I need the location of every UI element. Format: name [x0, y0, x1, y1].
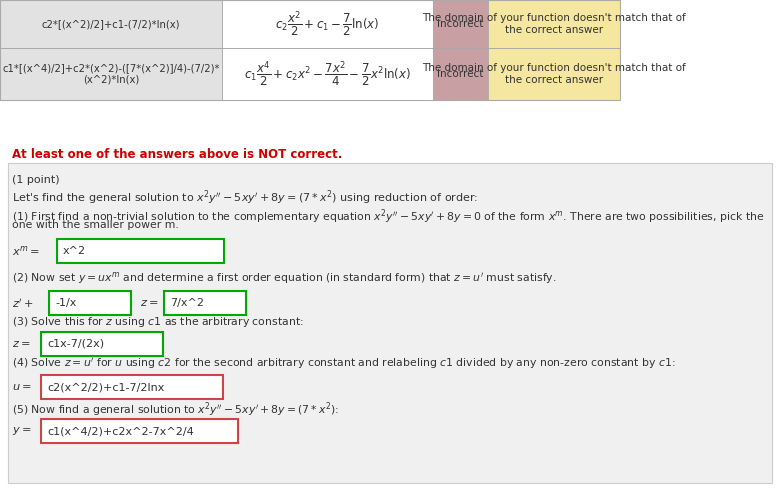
Bar [433, 48, 488, 100]
Text: At least one of the answers above is NOT correct.: At least one of the answers above is NOT… [12, 148, 342, 161]
Text: x^2: x^2 [63, 246, 86, 256]
Text: $c_1\dfrac{x^4}{2} + c_2x^2 - \dfrac{7x^2}{4} - \dfrac{7}{2}x^2\ln(x)$: $c_1\dfrac{x^4}{2} + c_2x^2 - \dfrac{7x^… [244, 59, 411, 89]
Text: c1*[(x^4)/2]+c2*(x^2)-([7*(x^2)]/4)-(7/2)*
(x^2)*ln(x): c1*[(x^4)/2]+c2*(x^2)-([7*(x^2)]/4)-(7/2… [2, 63, 220, 85]
Bar [620, 0, 780, 100]
Text: (1 point): (1 point) [12, 175, 59, 185]
Bar [0, 48, 222, 100]
Text: $x^m = $: $x^m = $ [12, 244, 40, 258]
Text: (5) Now find a general solution to $x^2y'' - 5xy' + 8y = (7 * x^2)$:: (5) Now find a general solution to $x^2y… [12, 400, 339, 419]
Text: $y = $: $y = $ [12, 425, 31, 437]
Bar [488, 48, 620, 100]
Text: (4) Solve $z = u'$ for $u$ using $c2$ for the second arbitrary constant and rela: (4) Solve $z = u'$ for $u$ using $c2$ fo… [12, 356, 675, 371]
Text: c2(x^2/2)+c1-7/2lnx: c2(x^2/2)+c1-7/2lnx [47, 382, 165, 392]
Text: (1) First find a non-trivial solution to the complementary equation $x^2y'' - 5x: (1) First find a non-trivial solution to… [12, 207, 764, 226]
Text: The domain of your function doesn't match that of
the correct answer: The domain of your function doesn't matc… [422, 13, 686, 35]
Text: (2) Now set $y = ux^m$ and determine a first order equation (in standard form) t: (2) Now set $y = ux^m$ and determine a f… [12, 270, 557, 286]
Text: c2*[(x^2)/2]+c1-(7/2)*ln(x): c2*[(x^2)/2]+c1-(7/2)*ln(x) [42, 19, 180, 29]
Bar [8, 163, 772, 483]
FancyBboxPatch shape [49, 291, 131, 315]
FancyBboxPatch shape [41, 419, 238, 443]
Text: one with the smaller power m.: one with the smaller power m. [12, 220, 179, 230]
Text: $z' + $: $z' + $ [12, 296, 34, 310]
Text: incorrect: incorrect [437, 19, 484, 29]
Text: (3) Solve this for $z$ using $c1$ as the arbitrary constant:: (3) Solve this for $z$ using $c1$ as the… [12, 315, 303, 329]
Text: Let's find the general solution to $x^2y'' - 5xy' + 8y = (7 * x^2)$ using reduct: Let's find the general solution to $x^2y… [12, 188, 478, 207]
Text: $z = $: $z = $ [140, 298, 158, 308]
Text: -1/x: -1/x [55, 298, 76, 308]
Text: incorrect: incorrect [437, 69, 484, 79]
Bar [433, 0, 488, 48]
Bar [222, 48, 433, 100]
Text: c1x-7/(2x): c1x-7/(2x) [47, 339, 104, 349]
FancyBboxPatch shape [57, 239, 224, 263]
Text: $z = $: $z = $ [12, 339, 30, 349]
FancyBboxPatch shape [41, 332, 163, 356]
Text: $c_2\dfrac{x^2}{2} + c_1 - \dfrac{7}{2}\ln(x)$: $c_2\dfrac{x^2}{2} + c_1 - \dfrac{7}{2}\… [275, 9, 380, 38]
Text: 7/x^2: 7/x^2 [170, 298, 204, 308]
Bar [222, 0, 433, 48]
Text: The domain of your function doesn't match that of
the correct answer: The domain of your function doesn't matc… [422, 63, 686, 85]
Bar [0, 0, 222, 48]
Bar [0, 0, 620, 100]
Text: $u = $: $u = $ [12, 382, 32, 392]
Bar [488, 0, 620, 48]
FancyBboxPatch shape [164, 291, 246, 315]
FancyBboxPatch shape [41, 375, 223, 399]
Text: c1(x^4/2)+c2x^2-7x^2/4: c1(x^4/2)+c2x^2-7x^2/4 [47, 426, 193, 436]
